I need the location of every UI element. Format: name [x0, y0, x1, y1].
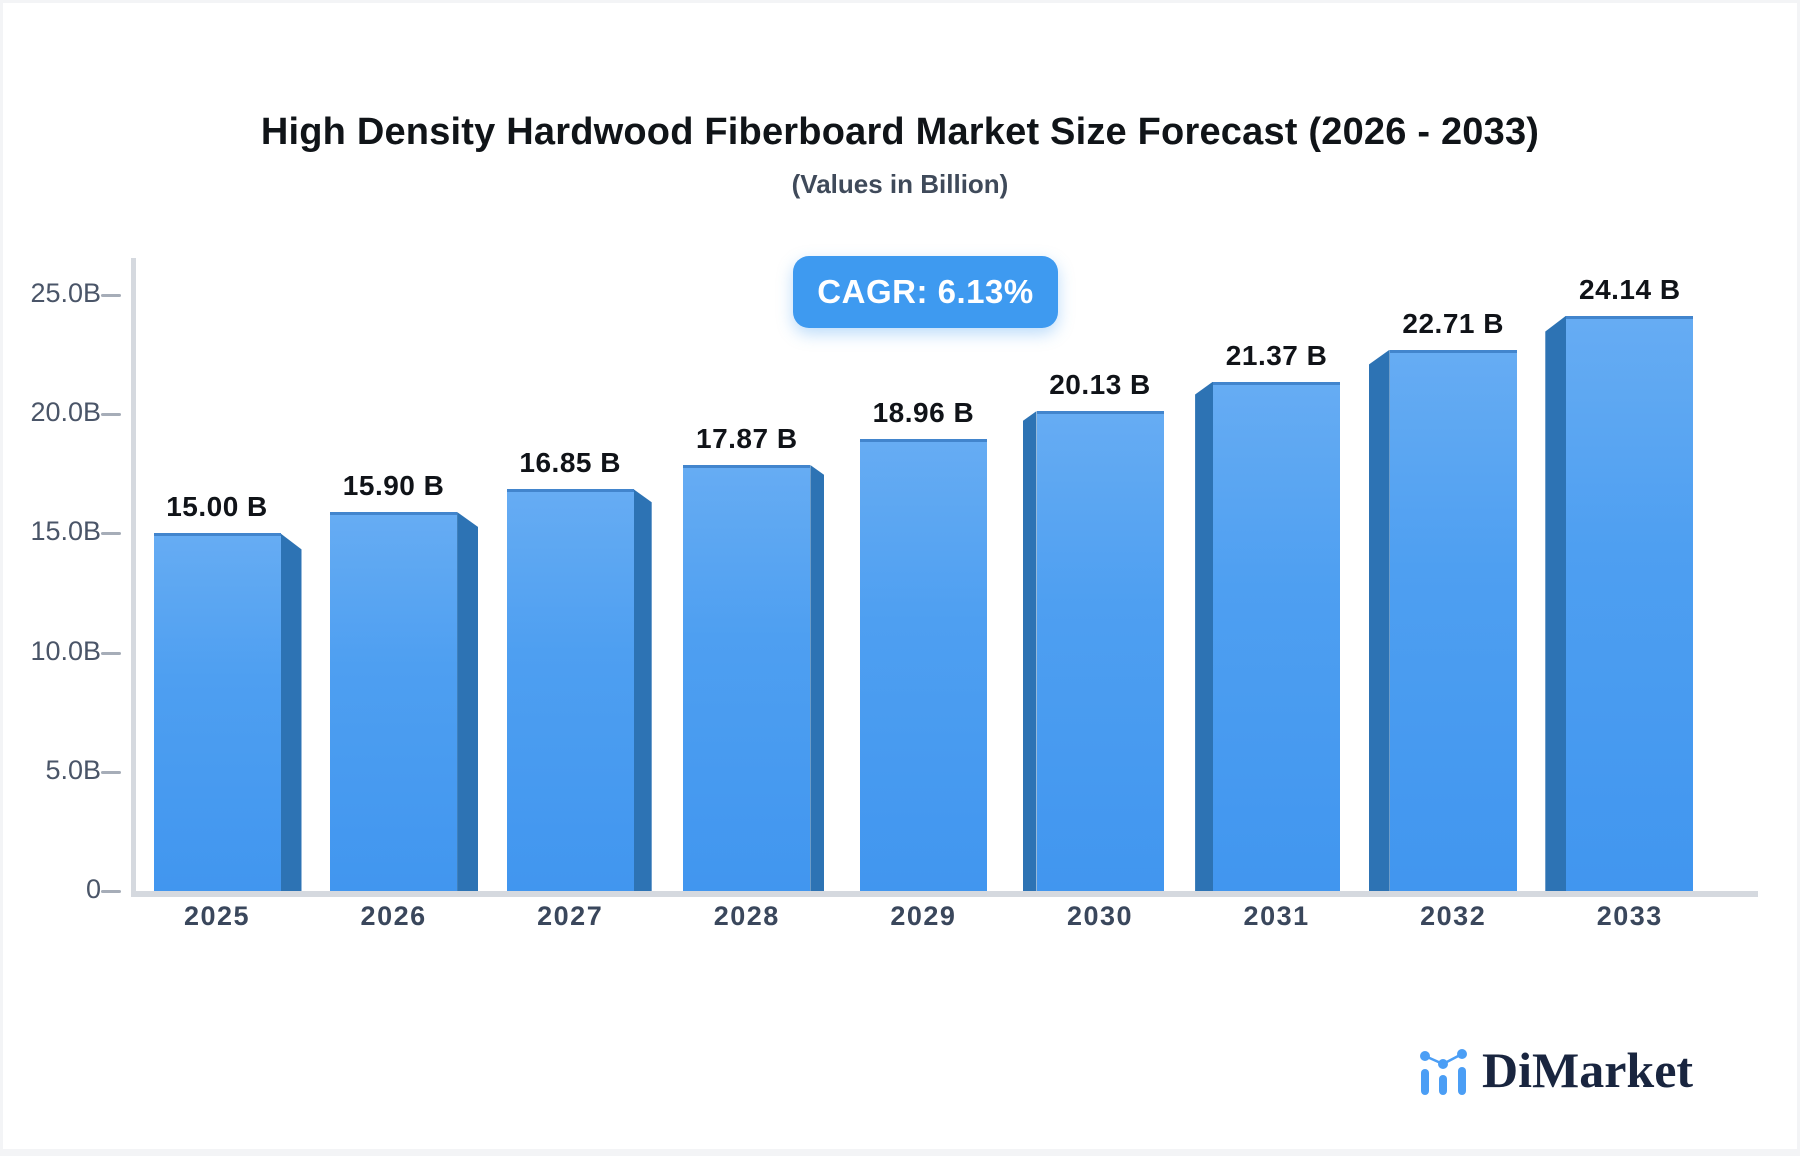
x-axis-category-label: 2027 — [537, 901, 604, 931]
y-axis-tick-label: 10.0B — [30, 635, 101, 666]
bar-3d-side — [280, 533, 302, 891]
y-axis-line — [131, 258, 136, 897]
bar-3d-side — [810, 464, 825, 891]
bar-value-label: 15.00 B — [166, 491, 268, 523]
brand-name: DiMarket — [1482, 1042, 1694, 1098]
x-axis-category-label: 2029 — [890, 901, 957, 931]
y-axis-tick-label: 20.0B — [30, 397, 101, 428]
bar — [1389, 349, 1517, 891]
bar-value-label: 16.85 B — [519, 447, 621, 479]
bar-3d-side — [457, 511, 479, 891]
bar — [506, 489, 634, 891]
bar — [859, 438, 987, 891]
bar-value-label: 15.90 B — [342, 469, 445, 501]
y-axis-tick-mark — [101, 651, 121, 655]
bar-value-label: 24.14 B — [1579, 273, 1681, 305]
bar-value-label: 21.37 B — [1225, 339, 1328, 371]
x-axis-baseline — [131, 891, 1758, 897]
bar-value-label: 17.87 B — [696, 422, 798, 454]
x-axis-category-label: 2031 — [1243, 901, 1310, 931]
bar-chart-plot-area: 0 5.0B 10.0B 15.0B 20.0B 25.0B 15.00 B 2025 15.9… — [3, 3, 1797, 1149]
bar — [683, 464, 811, 891]
x-axis-category-label: 2026 — [360, 901, 427, 931]
bar-3d-side — [1545, 315, 1567, 891]
brand-logo: DiMarket — [1418, 1043, 1693, 1095]
cagr-badge: CAGR: 6.13% — [793, 256, 1058, 328]
y-axis-tick-mark — [101, 770, 121, 774]
bar-value-label: 18.96 B — [872, 396, 975, 428]
y-axis-tick-mark — [101, 532, 121, 536]
chart-subtitle: (Values in Billion) — [791, 169, 1009, 199]
bar-3d-side — [1195, 381, 1214, 891]
bar — [330, 511, 458, 891]
x-axis-category-label: 2030 — [1066, 901, 1134, 931]
bar — [153, 533, 281, 891]
x-axis-category-label: 2032 — [1420, 901, 1487, 931]
y-axis-tick-mark — [101, 413, 121, 417]
bar-3d-side — [1022, 411, 1037, 891]
x-axis-category-label: 2028 — [713, 901, 780, 931]
y-axis-tick-mark — [101, 890, 121, 893]
bar-3d-side — [633, 489, 652, 891]
bar-value-label: 22.71 B — [1402, 307, 1504, 339]
y-axis-tick-label: 25.0B — [30, 278, 101, 308]
y-axis-tick-label: 15.0B — [30, 516, 101, 547]
bar-value-label: 20.13 B — [1049, 369, 1151, 401]
bar — [1036, 411, 1164, 891]
y-axis-tick-mark — [101, 294, 121, 297]
cagr-badge-label: CAGR: 6.13% — [817, 273, 1034, 310]
bar-3d-side — [1368, 349, 1390, 891]
x-axis-category-label: 2025 — [183, 901, 251, 931]
x-axis-category-label: 2033 — [1596, 901, 1663, 931]
y-axis-tick-label: 0 — [85, 874, 101, 904]
bar — [1566, 315, 1694, 891]
mini-bar-line-chart-icon — [1420, 1049, 1467, 1095]
bar — [1213, 381, 1341, 891]
y-axis-tick-label: 5.0B — [45, 754, 101, 785]
chart-card: High Density Hardwood Fiberboard Market … — [3, 3, 1797, 1149]
chart-title: High Density Hardwood Fiberboard Market … — [260, 111, 1540, 153]
